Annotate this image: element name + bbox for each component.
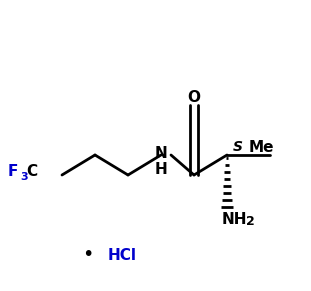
Text: •: • [82,246,94,265]
Text: H: H [155,162,167,177]
Text: C: C [26,164,37,180]
Text: 3: 3 [20,172,28,182]
Text: HCl: HCl [108,248,137,262]
Text: Me: Me [249,139,275,155]
Text: NH: NH [222,212,248,227]
Text: O: O [188,91,201,106]
Text: N: N [155,146,167,161]
Text: F: F [8,164,18,180]
Text: S: S [233,140,243,154]
Text: 2: 2 [246,215,255,228]
